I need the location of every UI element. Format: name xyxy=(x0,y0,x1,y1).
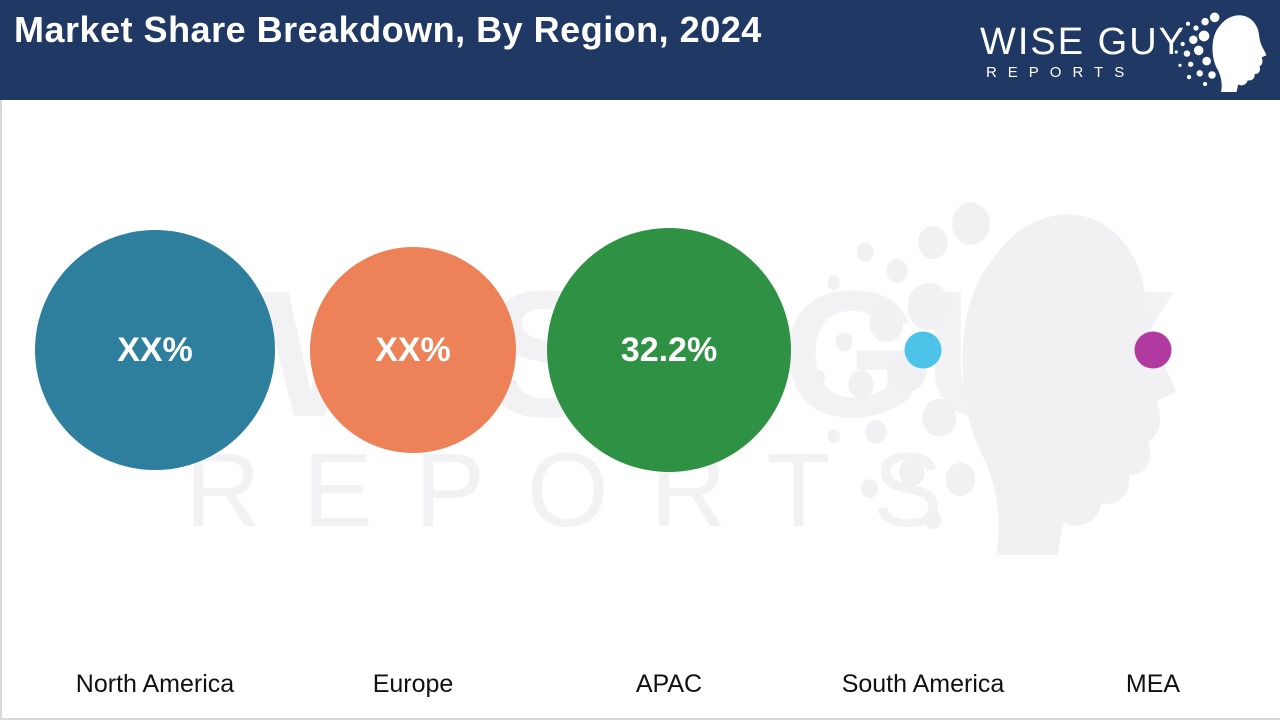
watermark-head-icon xyxy=(812,202,1176,555)
wiseguy-logo: WISE GUY REPORTS xyxy=(980,6,1268,98)
bubble-apac: 32.2% xyxy=(547,228,791,472)
category-label-south-america: South America xyxy=(841,670,1005,698)
bubble-value-label: XX% xyxy=(117,330,193,369)
page-title: Market Share Breakdown, By Region, 2024 xyxy=(14,9,762,50)
category-label-apac: APAC xyxy=(635,670,703,698)
watermark-reports-text: REPORTS xyxy=(185,432,985,549)
logo-reports-label: REPORTS xyxy=(985,63,1136,81)
logo-wordmark: WISE GUY REPORTS xyxy=(979,21,1186,81)
chart-area: WISE GUY REPORTS XX% North America XX% E… xyxy=(0,100,1280,720)
logo-wordmark-line1: WISE GUY xyxy=(979,21,1186,64)
category-label-north-america: North America xyxy=(75,670,235,698)
bubble-value-label: XX% xyxy=(375,330,451,369)
bubble-north-america: XX% xyxy=(35,230,275,470)
category-label-mea: MEA xyxy=(1125,670,1181,698)
bubble-value-label: 32.2% xyxy=(620,330,718,369)
header-bar: Market Share Breakdown, By Region, 2024 … xyxy=(0,0,1280,100)
bubble-europe: XX% xyxy=(310,247,516,453)
bubble-south-america xyxy=(904,331,942,369)
logo-head-icon xyxy=(1174,12,1267,92)
bubble-mea xyxy=(1134,331,1172,369)
category-label-europe: Europe xyxy=(372,670,454,698)
